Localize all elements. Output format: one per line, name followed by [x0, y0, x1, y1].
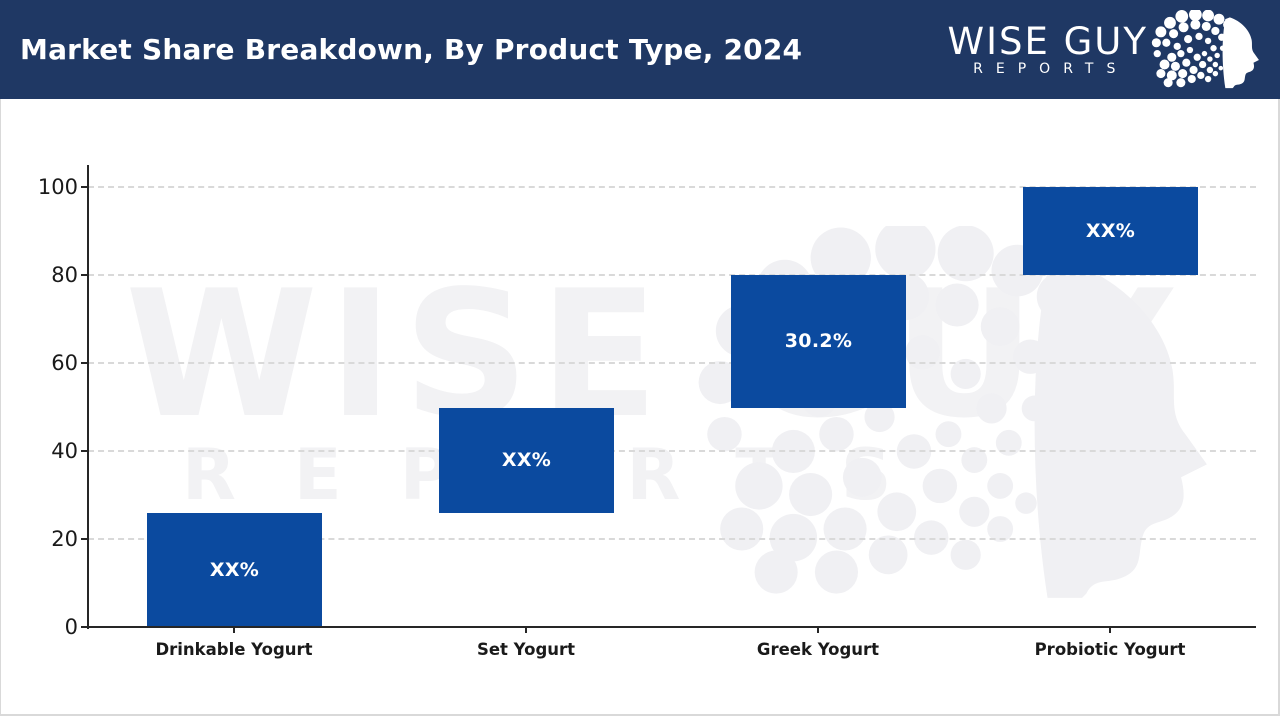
y-tick-label: 80	[51, 262, 78, 287]
x-category-label: Drinkable Yogurt	[155, 640, 313, 659]
y-tick-label: 60	[51, 350, 78, 375]
page-title: Market Share Breakdown, By Product Type,…	[20, 33, 803, 66]
bar-value-label: XX%	[209, 559, 260, 581]
brand-subtitle: REPORTS	[973, 61, 1129, 78]
x-axis-tick	[817, 627, 819, 633]
y-axis-tick	[81, 362, 88, 364]
y-axis-tick	[81, 538, 88, 540]
y-axis-tick	[81, 274, 88, 276]
bar-greek-yogurt: 30.2%	[731, 275, 906, 408]
x-category-label: Greek Yogurt	[756, 640, 880, 659]
y-tick-label: 100	[37, 174, 78, 199]
x-category-label: Set Yogurt	[476, 640, 576, 659]
y-axis-tick	[81, 186, 88, 188]
bar-set-yogurt: XX%	[439, 407, 614, 514]
y-tick-label: 40	[51, 438, 78, 463]
bar-value-label: XX%	[501, 449, 552, 472]
brand-logo-text: WISE GUY REPORTS	[947, 19, 1148, 78]
grid-line	[88, 538, 1256, 540]
x-axis-line	[87, 626, 1256, 628]
bar-value-label: XX%	[1085, 220, 1136, 242]
header-bar: Market Share Breakdown, By Product Type,…	[0, 0, 1280, 99]
page-left-border	[0, 99, 1, 714]
grid-line	[88, 450, 1256, 452]
bar-probiotic-yogurt: XX%	[1023, 187, 1198, 275]
bar-drinkable-yogurt: XX%	[147, 513, 322, 627]
face-profile-dots-icon	[1151, 10, 1259, 89]
y-tick-label: 20	[51, 526, 78, 551]
brand-logo: WISE GUY REPORTS	[948, 7, 1268, 93]
page-right-border	[1278, 99, 1280, 714]
x-axis-tick	[1109, 627, 1111, 633]
y-axis-tick	[81, 450, 88, 452]
x-category-label: Probiotic Yogurt	[1034, 640, 1186, 659]
y-tick-label: 0	[64, 614, 78, 639]
page-bottom-border	[0, 714, 1280, 716]
grid-line	[88, 362, 1256, 364]
y-axis-tick	[81, 626, 88, 628]
brand-name: WISE GUY	[947, 19, 1148, 63]
bar-value-label: 30.2%	[784, 330, 853, 353]
x-axis-tick	[525, 627, 527, 633]
grid-line	[88, 274, 1256, 276]
grid-line	[88, 186, 1256, 188]
y-axis-line	[87, 165, 89, 629]
x-axis-tick	[233, 627, 235, 633]
